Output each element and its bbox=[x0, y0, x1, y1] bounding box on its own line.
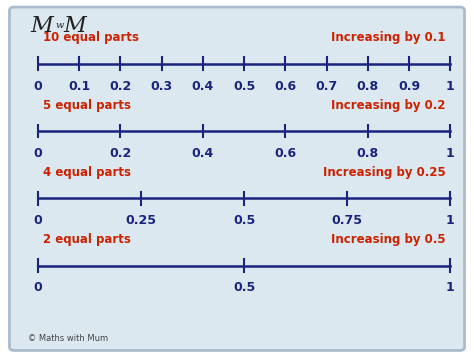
Text: 0.4: 0.4 bbox=[192, 80, 214, 93]
Text: 1: 1 bbox=[446, 281, 455, 295]
Text: 0.1: 0.1 bbox=[68, 80, 90, 93]
Text: Increasing by 0.25: Increasing by 0.25 bbox=[323, 166, 446, 179]
Text: M: M bbox=[31, 15, 54, 37]
Text: 0.6: 0.6 bbox=[274, 80, 296, 93]
Text: 0.4: 0.4 bbox=[192, 147, 214, 160]
Text: 0: 0 bbox=[34, 80, 42, 93]
Text: 0.5: 0.5 bbox=[233, 281, 255, 295]
Text: w: w bbox=[55, 21, 64, 30]
Text: 0.3: 0.3 bbox=[151, 80, 173, 93]
Text: 0.8: 0.8 bbox=[357, 147, 379, 160]
Text: 1: 1 bbox=[446, 147, 455, 160]
Text: 0.2: 0.2 bbox=[109, 80, 131, 93]
Text: 0.6: 0.6 bbox=[274, 147, 296, 160]
FancyBboxPatch shape bbox=[9, 7, 465, 350]
Text: 0: 0 bbox=[34, 214, 42, 227]
Text: 10 equal parts: 10 equal parts bbox=[43, 31, 139, 44]
Text: M: M bbox=[63, 15, 86, 37]
Text: 0: 0 bbox=[34, 281, 42, 295]
Text: 0.5: 0.5 bbox=[233, 80, 255, 93]
Text: 0: 0 bbox=[34, 147, 42, 160]
Text: 0.7: 0.7 bbox=[316, 80, 337, 93]
Text: Increasing by 0.2: Increasing by 0.2 bbox=[331, 98, 446, 112]
Text: 0.8: 0.8 bbox=[357, 80, 379, 93]
Text: 1: 1 bbox=[446, 80, 455, 93]
Text: 0.2: 0.2 bbox=[109, 147, 131, 160]
Text: 5 equal parts: 5 equal parts bbox=[43, 98, 131, 112]
Text: 4 equal parts: 4 equal parts bbox=[43, 166, 131, 179]
Text: 0.5: 0.5 bbox=[233, 214, 255, 227]
Text: Increasing by 0.5: Increasing by 0.5 bbox=[331, 233, 446, 246]
Text: 0.25: 0.25 bbox=[126, 214, 156, 227]
Text: 0.9: 0.9 bbox=[398, 80, 420, 93]
Text: © Maths with Mum: © Maths with Mum bbox=[28, 335, 109, 343]
Text: 2 equal parts: 2 equal parts bbox=[43, 233, 130, 246]
Text: 1: 1 bbox=[446, 214, 455, 227]
Text: 0.75: 0.75 bbox=[332, 214, 363, 227]
Text: Increasing by 0.1: Increasing by 0.1 bbox=[331, 31, 446, 44]
